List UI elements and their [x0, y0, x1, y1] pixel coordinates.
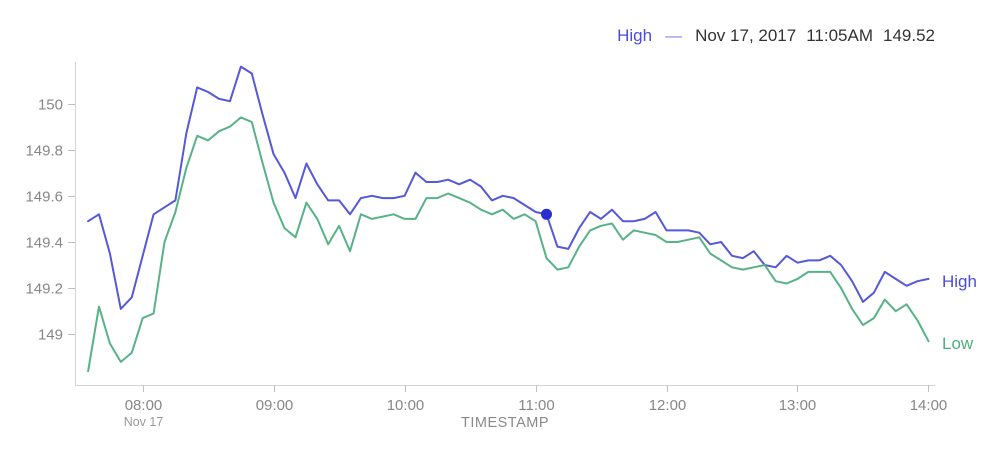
y-tick-label: 149.2 — [25, 281, 63, 298]
high-series-label: High — [942, 272, 977, 291]
hover-legend: High — Nov 17, 2017 11:05AM 149.52 — [617, 26, 935, 46]
x-tick-label: 09:00 — [256, 397, 294, 414]
high-line[interactable] — [87, 65, 930, 310]
x-tick-label: 12:00 — [649, 397, 687, 414]
y-tick-label: 149.4 — [25, 235, 63, 252]
legend-readout: Nov 17, 2017 11:05AM 149.52 — [695, 26, 935, 46]
y-tick-label: 149 — [38, 327, 63, 344]
y-tick-label: 149.8 — [25, 143, 63, 160]
y-tick-label: 149.6 — [25, 189, 63, 206]
legend-time: 11:05AM — [806, 26, 873, 45]
legend-series-label: High — [617, 26, 653, 45]
highlighted-point-marker[interactable] — [541, 208, 552, 220]
legend-dash-icon: — — [665, 26, 683, 45]
legend-value: 149.52 — [883, 26, 935, 45]
low-series-label: Low — [942, 334, 974, 353]
x-tick-label: 11:00 — [518, 397, 554, 414]
x-tick-label: 13:00 — [779, 397, 817, 414]
x-tick-label: 08:00 — [125, 397, 163, 414]
x-tick-label: 14:00 — [910, 397, 948, 414]
y-tick-label: 150 — [38, 97, 63, 114]
low-line[interactable] — [87, 116, 930, 373]
x-tick-label: 10:00 — [387, 397, 425, 414]
x-axis-title: TIMESTAMP — [461, 415, 549, 431]
x-tick-sublabel-date: Nov 17 — [124, 415, 164, 429]
legend-date: Nov 17, 2017 — [695, 26, 797, 45]
